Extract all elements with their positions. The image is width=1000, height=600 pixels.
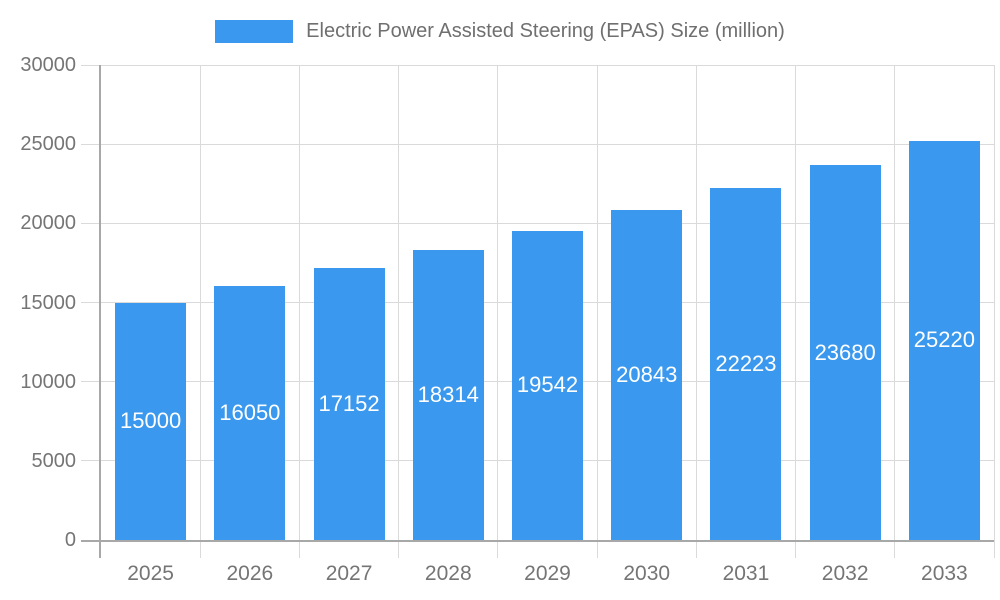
- chart-legend[interactable]: Electric Power Assisted Steering (EPAS) …: [0, 19, 1000, 44]
- legend-label: Electric Power Assisted Steering (EPAS) …: [306, 20, 785, 42]
- y-axis-label: 20000: [20, 212, 76, 235]
- x-axis-label: 2030: [623, 562, 671, 585]
- x-axis-line: [81, 540, 994, 542]
- bar[interactable]: [214, 285, 286, 540]
- gridline-vertical: [199, 65, 201, 558]
- gridline-vertical: [497, 65, 499, 558]
- bar-value-label: 20843: [616, 361, 678, 387]
- x-axis-label: 2026: [226, 562, 274, 585]
- bar-value-label: 17152: [318, 391, 380, 417]
- x-axis-label: 2033: [921, 562, 968, 585]
- legend-swatch: [215, 20, 294, 43]
- y-axis-label: 10000: [20, 370, 76, 393]
- gridline-vertical: [993, 65, 995, 558]
- bar[interactable]: [313, 268, 385, 540]
- y-axis-label: 30000: [20, 54, 76, 76]
- x-axis-label: 2025: [127, 562, 174, 585]
- bar[interactable]: [611, 209, 683, 540]
- gridline-horizontal: [81, 64, 994, 66]
- gridline-horizontal: [81, 143, 994, 145]
- x-axis-label: 2032: [821, 562, 869, 585]
- gridline-horizontal: [81, 222, 994, 224]
- bar-value-label: 15000: [120, 408, 182, 434]
- bar-value-label: 22223: [715, 351, 777, 377]
- y-axis-line: [99, 65, 101, 558]
- bar[interactable]: [115, 302, 187, 540]
- gridline-vertical: [596, 65, 598, 558]
- bar-value-label: 19542: [516, 372, 579, 398]
- bar[interactable]: [908, 140, 980, 540]
- x-axis-label: 2031: [722, 562, 770, 585]
- plot-area: 0 5000 10000 15000 20000 25000 30000 15000 2025 1…: [20, 54, 995, 585]
- gridline-vertical: [398, 65, 400, 558]
- x-axis-label: 2028: [424, 562, 472, 585]
- gridline-vertical: [795, 65, 797, 558]
- bar[interactable]: [809, 165, 881, 540]
- bar[interactable]: [512, 230, 583, 540]
- x-axis-label: 2029: [524, 562, 571, 585]
- bar-value-label: 23680: [814, 339, 876, 365]
- gridline-vertical: [695, 65, 697, 558]
- bar-value-label: 25220: [913, 327, 975, 353]
- y-axis-label: 25000: [20, 133, 76, 156]
- y-axis-label: 15000: [20, 291, 76, 314]
- gridline-vertical: [894, 65, 896, 558]
- bar-value-label: 18314: [417, 382, 479, 407]
- x-axis-label: 2027: [325, 562, 373, 585]
- gridline-vertical: [298, 65, 300, 558]
- y-axis-label: 5000: [31, 449, 77, 472]
- bar[interactable]: [412, 250, 484, 540]
- bar-value-label: 16050: [219, 399, 281, 425]
- bar[interactable]: [710, 188, 782, 540]
- y-axis-label: 0: [64, 529, 76, 551]
